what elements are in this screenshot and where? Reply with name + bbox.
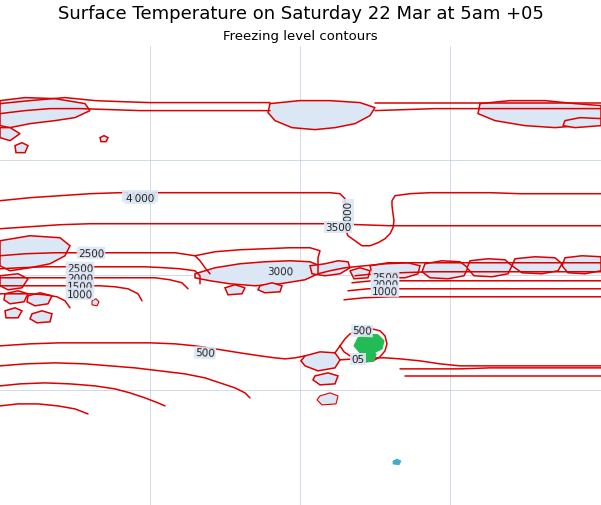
Polygon shape bbox=[354, 334, 384, 354]
Polygon shape bbox=[4, 291, 28, 304]
Text: 2500: 2500 bbox=[67, 263, 93, 273]
Polygon shape bbox=[0, 274, 28, 290]
Text: 2000: 2000 bbox=[67, 273, 93, 283]
Text: 2500: 2500 bbox=[78, 248, 104, 259]
Polygon shape bbox=[317, 393, 338, 405]
Polygon shape bbox=[310, 261, 350, 276]
Polygon shape bbox=[350, 268, 370, 279]
Polygon shape bbox=[422, 261, 468, 279]
Polygon shape bbox=[0, 98, 90, 128]
Text: Surface Temperature on Saturday 22 Mar at 5am +05: Surface Temperature on Saturday 22 Mar a… bbox=[58, 5, 543, 23]
Polygon shape bbox=[563, 118, 601, 128]
Polygon shape bbox=[0, 128, 20, 141]
Polygon shape bbox=[27, 293, 52, 306]
Polygon shape bbox=[358, 351, 376, 362]
Polygon shape bbox=[512, 257, 562, 274]
Polygon shape bbox=[15, 143, 28, 154]
Polygon shape bbox=[562, 256, 601, 274]
Polygon shape bbox=[92, 299, 99, 306]
Text: 500: 500 bbox=[352, 326, 372, 336]
Polygon shape bbox=[258, 283, 282, 293]
Polygon shape bbox=[301, 352, 340, 371]
Text: Freezing level contours: Freezing level contours bbox=[223, 30, 378, 43]
Polygon shape bbox=[82, 276, 90, 283]
Polygon shape bbox=[393, 459, 401, 465]
Polygon shape bbox=[268, 102, 375, 130]
Text: 500: 500 bbox=[195, 347, 215, 359]
Text: 1000: 1000 bbox=[372, 286, 398, 296]
Text: 14000: 14000 bbox=[124, 191, 156, 201]
Polygon shape bbox=[0, 236, 70, 271]
Polygon shape bbox=[30, 311, 52, 323]
Text: 4000: 4000 bbox=[343, 200, 353, 226]
Polygon shape bbox=[100, 136, 108, 142]
Text: 2000: 2000 bbox=[372, 279, 398, 289]
Polygon shape bbox=[5, 308, 22, 318]
Polygon shape bbox=[478, 102, 601, 128]
Polygon shape bbox=[370, 263, 420, 278]
Text: 4 000: 4 000 bbox=[126, 193, 154, 204]
Polygon shape bbox=[313, 373, 338, 385]
Text: 1000: 1000 bbox=[67, 289, 93, 299]
Polygon shape bbox=[467, 259, 512, 277]
Text: 2500: 2500 bbox=[372, 272, 398, 282]
Text: 1500: 1500 bbox=[67, 281, 93, 291]
Polygon shape bbox=[195, 261, 320, 286]
Text: 3000: 3000 bbox=[267, 266, 293, 276]
Text: 05: 05 bbox=[352, 354, 365, 364]
Polygon shape bbox=[225, 285, 245, 295]
Text: 3500: 3500 bbox=[325, 222, 351, 232]
